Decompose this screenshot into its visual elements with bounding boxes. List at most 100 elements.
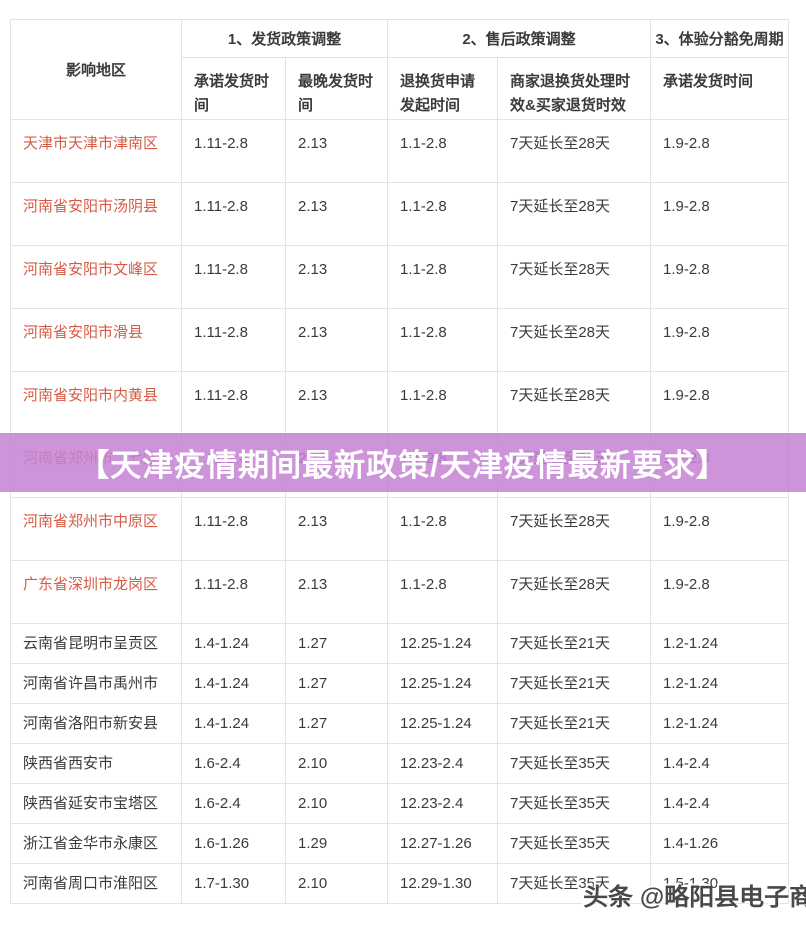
table-row: 陕西省西安市 1.6-2.4 2.10 12.23-2.4 7天延长至35天 1.4-2.… <box>10 743 789 784</box>
value-cell: 1.1-2.8 <box>387 308 498 372</box>
value-cell: 1.2-1.24 <box>650 703 789 744</box>
value-cell: 2.13 <box>285 119 388 183</box>
value-cell: 12.27-1.26 <box>387 823 498 864</box>
value-cell: 1.11-2.8 <box>181 371 286 435</box>
table-row: 河南省许昌市禹州市 1.4-1.24 1.27 12.25-1.24 7天延长至21天 1… <box>10 663 789 704</box>
region-cell: 河南省许昌市禹州市 <box>10 663 182 704</box>
table-row: 广东省深圳市龙岗区 1.11-2.8 2.13 1.1-2.8 7天延长至28天 1.9-… <box>10 560 789 624</box>
value-cell: 7天延长至28天 <box>497 371 651 435</box>
region-cell: 陕西省西安市 <box>10 743 182 784</box>
value-cell: 2.13 <box>285 182 388 246</box>
value-cell: 1.11-2.8 <box>181 182 286 246</box>
value-cell: 1.9-2.8 <box>650 245 789 309</box>
value-cell: 1.4-1.24 <box>181 663 286 704</box>
value-cell: 1.27 <box>285 703 388 744</box>
value-cell: 1.9-2.8 <box>650 371 789 435</box>
region-cell: 河南省安阳市内黄县 <box>10 371 182 435</box>
value-cell: 1.1-2.8 <box>387 119 498 183</box>
value-cell: 1.1-2.8 <box>387 371 498 435</box>
region-cell: 河南省安阳市文峰区 <box>10 245 182 309</box>
value-cell: 1.29 <box>285 823 388 864</box>
value-cell: 1.9-2.8 <box>650 182 789 246</box>
region-cell: 天津市天津市津南区 <box>10 119 182 183</box>
promo-banner-overlay: 【天津疫情期间最新政策/天津疫情最新要求】 <box>0 433 806 492</box>
value-cell: 1.11-2.8 <box>181 245 286 309</box>
region-cell: 河南省郑州市中原区 <box>10 497 182 561</box>
value-cell: 7天延长至35天 <box>497 783 651 824</box>
table-row: 河南省郑州市中原区 1.11-2.8 2.13 1.1-2.8 7天延长至28天 1.9-… <box>10 497 789 561</box>
value-cell: 1.1-2.8 <box>387 182 498 246</box>
group-header-exemption: 3、体验分豁免周期 <box>650 19 789 58</box>
corner-header-cell: 影响地区 <box>10 19 182 120</box>
value-cell: 12.23-2.4 <box>387 743 498 784</box>
value-cell: 7天延长至21天 <box>497 663 651 704</box>
group-header-shipping: 1、发货政策调整 <box>181 19 388 58</box>
table-row: 河南省安阳市汤阴县 1.11-2.8 2.13 1.1-2.8 7天延长至28天 1.9-… <box>10 182 789 246</box>
value-cell: 1.6-2.4 <box>181 743 286 784</box>
region-cell: 浙江省金华市永康区 <box>10 823 182 864</box>
value-cell: 1.9-2.8 <box>650 119 789 183</box>
value-cell: 2.10 <box>285 783 388 824</box>
value-cell: 1.4-1.24 <box>181 703 286 744</box>
region-cell: 陕西省延安市宝塔区 <box>10 783 182 824</box>
value-cell: 2.13 <box>285 497 388 561</box>
value-cell: 2.13 <box>285 371 388 435</box>
watermark: 头条 @略阳县电子商务 <box>583 884 806 911</box>
promo-banner-text: 【天津疫情期间最新政策/天津疫情最新要求】 <box>78 448 728 483</box>
region-cell: 河南省周口市淮阳区 <box>10 863 182 904</box>
value-cell: 12.25-1.24 <box>387 663 498 704</box>
value-cell: 12.23-2.4 <box>387 783 498 824</box>
value-cell: 1.7-1.30 <box>181 863 286 904</box>
value-cell: 2.10 <box>285 743 388 784</box>
value-cell: 7天延长至28天 <box>497 245 651 309</box>
value-cell: 7天延长至28天 <box>497 119 651 183</box>
value-cell: 7天延长至28天 <box>497 182 651 246</box>
policy-table-body: 天津市天津市津南区 1.11-2.8 2.13 1.1-2.8 7天延长至28天 1.9-… <box>10 119 789 904</box>
value-cell: 7天延长至35天 <box>497 823 651 864</box>
table-row: 天津市天津市津南区 1.11-2.8 2.13 1.1-2.8 7天延长至28天 1.9-… <box>10 119 789 183</box>
value-cell: 7天延长至28天 <box>497 497 651 561</box>
region-cell: 河南省安阳市汤阴县 <box>10 182 182 246</box>
value-cell: 1.9-2.8 <box>650 308 789 372</box>
value-cell: 1.4-1.24 <box>181 623 286 664</box>
value-cell: 1.5-1.30 <box>650 863 789 904</box>
value-cell: 12.25-1.24 <box>387 623 498 664</box>
value-cell: 2.13 <box>285 308 388 372</box>
value-cell: 1.11-2.8 <box>181 119 286 183</box>
value-cell: 1.27 <box>285 623 388 664</box>
table-row: 河南省安阳市滑县 1.11-2.8 2.13 1.1-2.8 7天延长至28天 1.9-2… <box>10 308 789 372</box>
value-cell: 7天延长至28天 <box>497 308 651 372</box>
value-cell: 7天延长至35天 <box>497 743 651 784</box>
value-cell: 1.2-1.24 <box>650 623 789 664</box>
group-header-aftersales: 2、售后政策调整 <box>387 19 651 58</box>
table-row: 河南省洛阳市新安县 1.4-1.24 1.27 12.25-1.24 7天延长至21天 1… <box>10 703 789 744</box>
value-cell: 12.29-1.30 <box>387 863 498 904</box>
value-cell: 1.11-2.8 <box>181 308 286 372</box>
region-cell: 河南省洛阳市新安县 <box>10 703 182 744</box>
value-cell: 12.25-1.24 <box>387 703 498 744</box>
value-cell: 2.10 <box>285 863 388 904</box>
table-row: 河南省安阳市文峰区 1.11-2.8 2.13 1.1-2.8 7天延长至28天 1.9-… <box>10 245 789 309</box>
sub-header-return-request-time: 退换货申请发起时间 <box>387 57 498 120</box>
value-cell: 1.11-2.8 <box>181 497 286 561</box>
group-header-row: 影响地区 1、发货政策调整 2、售后政策调整 3、体验分豁免周期 <box>10 19 789 120</box>
value-cell: 1.6-2.4 <box>181 783 286 824</box>
table-row: 云南省昆明市呈贡区 1.4-1.24 1.27 12.25-1.24 7天延长至21天 1… <box>10 623 789 664</box>
value-cell: 7天延长至21天 <box>497 703 651 744</box>
value-cell: 1.9-2.8 <box>650 560 789 624</box>
table-row: 河南省周口市淮阳区 1.7-1.30 2.10 12.29-1.30 7天延长至35天 1… <box>10 863 789 904</box>
value-cell: 1.2-1.24 <box>650 663 789 704</box>
region-cell: 云南省昆明市呈贡区 <box>10 623 182 664</box>
sub-header-promised-ship-time-exemption: 承诺发货时间 <box>650 57 789 120</box>
table-row: 浙江省金华市永康区 1.6-1.26 1.29 12.27-1.26 7天延长至35天 1… <box>10 823 789 864</box>
sub-header-row: 承诺发货时间 最晚发货时间 退换货申请发起时间 商家退换货处理时效&买家退货时效… <box>11 57 789 120</box>
value-cell: 1.11-2.8 <box>181 560 286 624</box>
region-cell: 河南省安阳市滑县 <box>10 308 182 372</box>
table-row: 陕西省延安市宝塔区 1.6-2.4 2.10 12.23-2.4 7天延长至35天 1.4… <box>10 783 789 824</box>
value-cell: 1.27 <box>285 663 388 704</box>
value-cell: 1.4-1.26 <box>650 823 789 864</box>
value-cell: 1.1-2.8 <box>387 560 498 624</box>
table-row: 河南省安阳市内黄县 1.11-2.8 2.13 1.1-2.8 7天延长至28天 1.9-… <box>10 371 789 435</box>
value-cell: 1.9-2.8 <box>650 497 789 561</box>
